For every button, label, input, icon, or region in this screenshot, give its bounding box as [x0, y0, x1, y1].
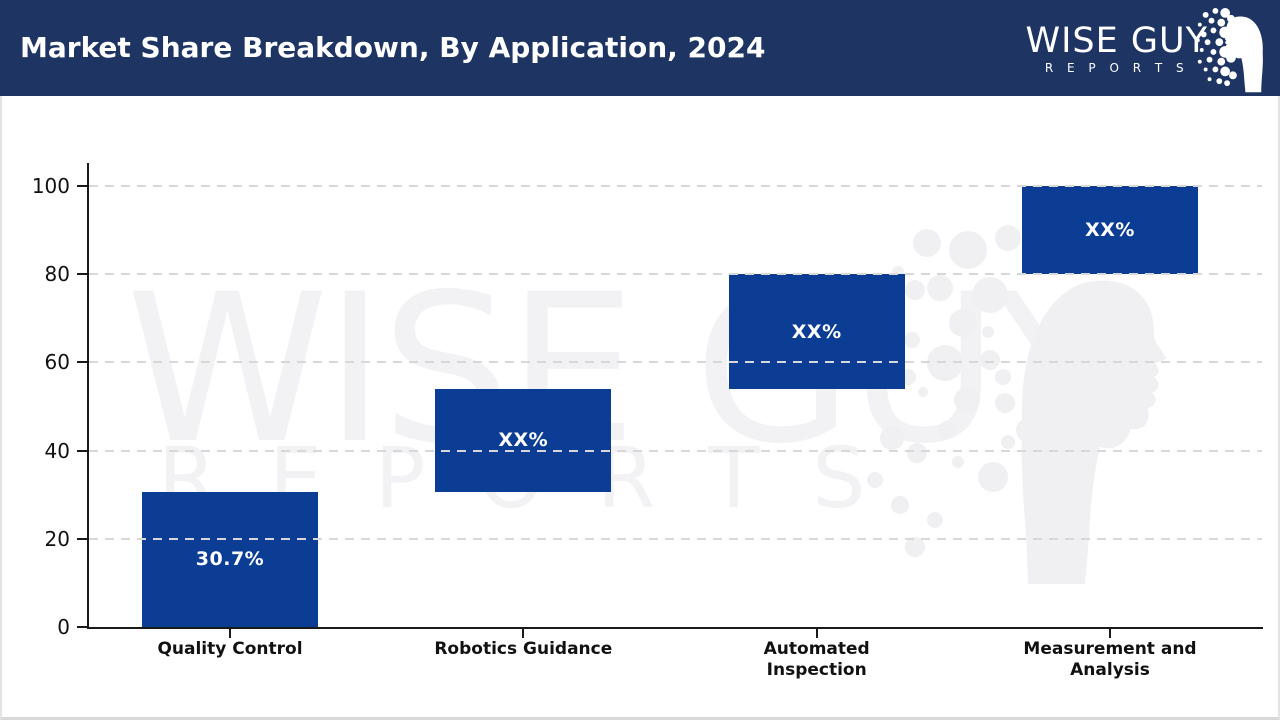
x-axis-line [87, 627, 1263, 629]
page-title: Market Share Breakdown, By Application, … [20, 31, 766, 64]
y-tick-0 [77, 626, 87, 628]
y-tick-80 [77, 273, 87, 276]
gridline-20 [89, 537, 1262, 540]
logo-head-icon [1195, 8, 1263, 93]
category-label-quality-control: Quality Control [157, 639, 303, 659]
wise-guy-reports-logo: WISE GUY R E P O R T S [1025, 5, 1270, 93]
y-tick-label-60: 60 [44, 350, 70, 375]
x-tick-robotics-guidance [522, 629, 525, 638]
y-tick-20 [77, 537, 87, 540]
y-tick-label-80: 80 [44, 262, 70, 287]
gridline-80 [89, 273, 1262, 276]
category-label-robotics-guidance: Robotics Guidance [434, 639, 613, 659]
x-tick-measurement-and-analysis [1109, 629, 1111, 638]
y-tick-label-20: 20 [44, 526, 70, 551]
y-axis-line [87, 163, 89, 629]
gridline-40 [89, 449, 1262, 452]
bar-quality-control [142, 491, 318, 627]
gridline-100 [89, 185, 1262, 187]
header-bar: Market Share Breakdown, By Application, … [0, 0, 1280, 96]
watermark-head-icon [861, 225, 1167, 584]
y-tick-60 [77, 361, 87, 364]
bar-automated-inspection [728, 274, 905, 389]
y-tick-label-0: 0 [57, 615, 70, 639]
y-tick-label-40: 40 [44, 438, 70, 463]
logo-name-text: WISE GUY [1025, 20, 1208, 61]
x-tick-automated-inspection [815, 629, 818, 638]
category-label-measurement-and-analysis: Measurement and Analysis [1023, 639, 1197, 680]
y-tick-label-100: 100 [31, 174, 70, 198]
category-label-automated-inspection: Automated Inspection [763, 639, 870, 680]
y-tick-40 [77, 449, 87, 452]
logo-sub-text: R E P O R T S [1044, 61, 1189, 76]
bar-robotics-guidance [435, 388, 612, 492]
gridline-60 [89, 361, 1262, 364]
x-tick-quality-control [229, 629, 231, 638]
y-tick-100 [77, 185, 87, 187]
logo-text: WISE GUY R E P O R T S [1025, 20, 1208, 76]
bar-measurement-and-analysis [1022, 186, 1198, 275]
